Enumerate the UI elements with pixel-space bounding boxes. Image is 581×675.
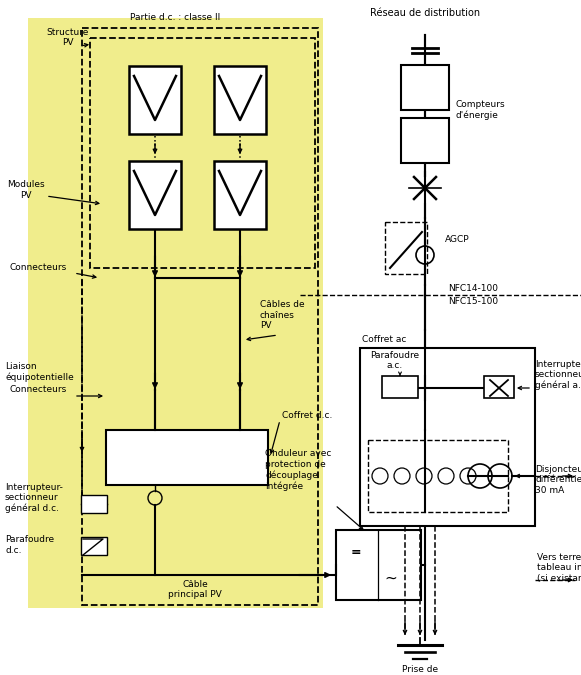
- Text: Parafoudre
d.c.: Parafoudre d.c.: [5, 535, 54, 555]
- Bar: [368, 440, 508, 512]
- Text: Coffret ac: Coffret ac: [362, 335, 406, 344]
- Text: Interrupteur
sectionneur
général a.c.: Interrupteur sectionneur général a.c.: [535, 360, 581, 390]
- Text: Modules
PV: Modules PV: [7, 180, 45, 200]
- Text: AGCP: AGCP: [445, 236, 469, 244]
- Bar: [106, 430, 268, 485]
- Bar: [401, 65, 449, 110]
- Text: Partie d.c. : classe II: Partie d.c. : classe II: [130, 13, 220, 22]
- Bar: [81, 495, 107, 513]
- Text: Compteurs
d'énergie: Compteurs d'énergie: [455, 100, 505, 120]
- Text: Connecteurs: Connecteurs: [10, 263, 67, 273]
- Bar: [360, 348, 535, 526]
- Bar: [214, 161, 266, 229]
- Bar: [336, 530, 421, 600]
- Text: Structure
PV: Structure PV: [47, 28, 89, 47]
- Text: Prise de
terre du
bâtiment: Prise de terre du bâtiment: [399, 665, 440, 675]
- Text: Connecteurs: Connecteurs: [10, 385, 67, 394]
- Text: ~: ~: [384, 570, 397, 585]
- Text: =: =: [351, 545, 361, 558]
- Text: Vers terre du
tableau injection
(si existant): Vers terre du tableau injection (si exis…: [537, 553, 581, 583]
- Text: Onduleur avec
protection de
découplage
intégrée: Onduleur avec protection de découplage i…: [265, 450, 331, 491]
- Text: Coffret d.c.: Coffret d.c.: [282, 410, 332, 419]
- Bar: [28, 18, 323, 608]
- Bar: [382, 376, 418, 398]
- Text: Disjoncteur
différentiel
30 mA: Disjoncteur différentiel 30 mA: [535, 465, 581, 495]
- Text: Liaison
équipotentielle: Liaison équipotentielle: [5, 362, 74, 382]
- Text: Câbles de
chaînes
PV: Câbles de chaînes PV: [260, 300, 304, 330]
- Bar: [214, 66, 266, 134]
- Bar: [484, 376, 514, 398]
- Text: Câble
principal PV: Câble principal PV: [168, 580, 222, 599]
- Text: Parafoudre
a.c.: Parafoudre a.c.: [371, 350, 419, 370]
- Bar: [129, 161, 181, 229]
- Text: NFC15-100: NFC15-100: [448, 297, 498, 306]
- Text: Réseau de distribution: Réseau de distribution: [370, 8, 480, 18]
- Text: NFC14-100: NFC14-100: [448, 284, 498, 293]
- Bar: [82, 28, 318, 605]
- Bar: [90, 38, 315, 268]
- Bar: [401, 118, 449, 163]
- Bar: [385, 222, 427, 274]
- Bar: [129, 66, 181, 134]
- Bar: [81, 537, 107, 555]
- Text: Interrupteur-
sectionneur
général d.c.: Interrupteur- sectionneur général d.c.: [5, 483, 63, 513]
